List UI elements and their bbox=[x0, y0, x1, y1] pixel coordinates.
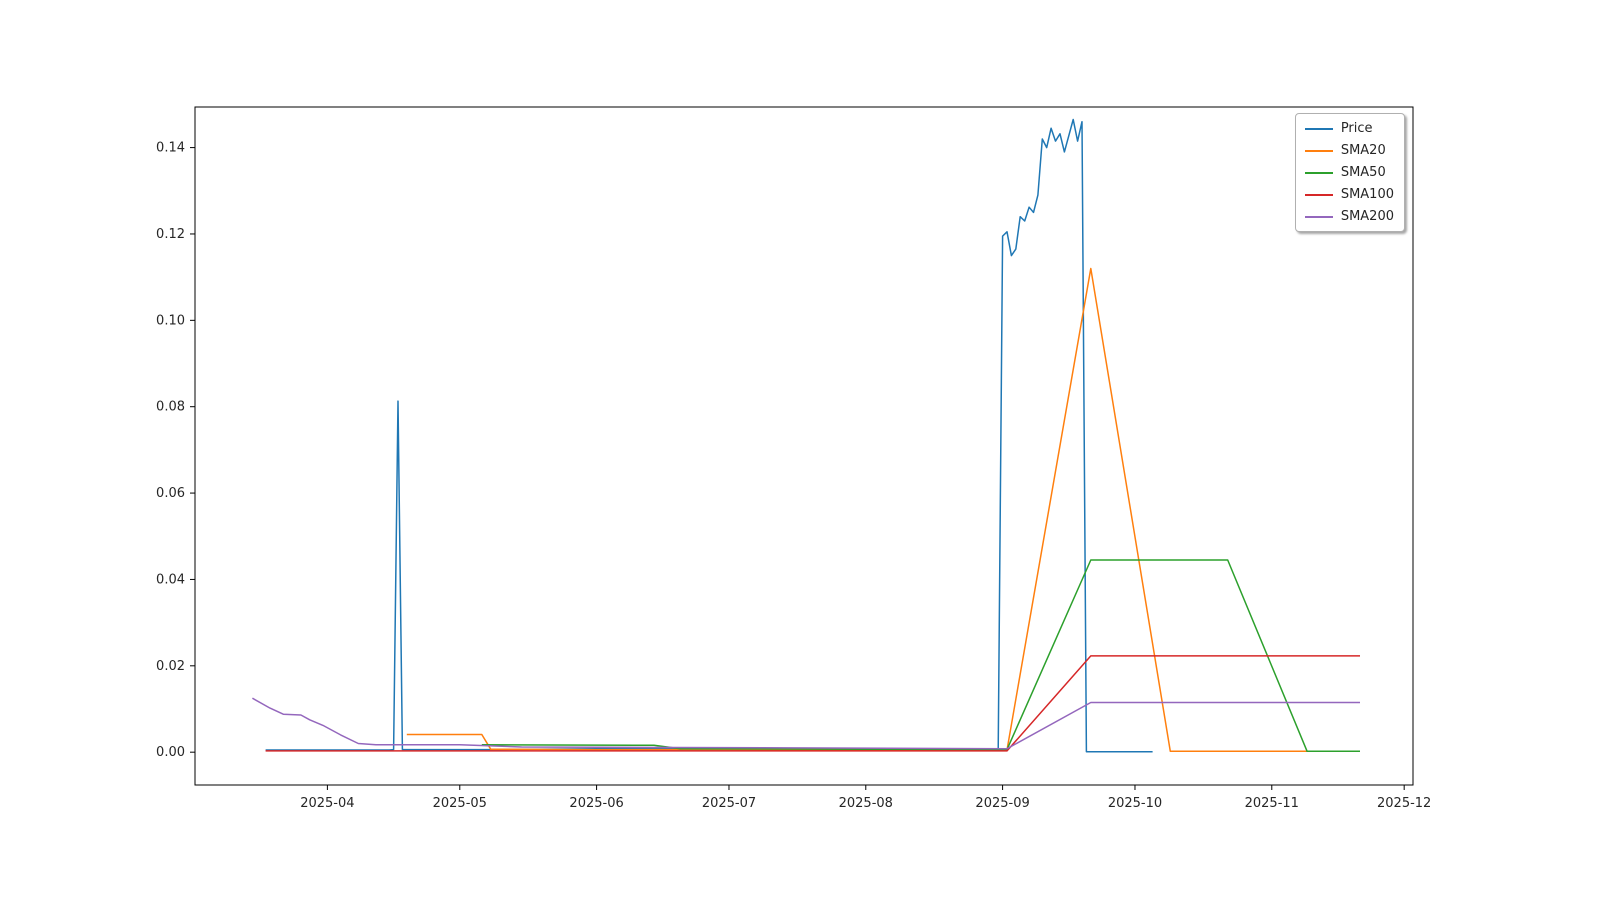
y-tick-label: 0.08 bbox=[156, 400, 185, 415]
x-tick-label: 2025-08 bbox=[839, 796, 893, 811]
legend-item-sma50: SMA50 bbox=[1304, 165, 1394, 180]
y-tick-label: 0.00 bbox=[156, 745, 185, 760]
chart-legend: Price SMA20 SMA50 SMA100 SMA200 bbox=[1294, 113, 1405, 232]
y-tick-label: 0.02 bbox=[156, 659, 185, 674]
legend-item-sma20: SMA20 bbox=[1304, 143, 1394, 158]
axes-box bbox=[194, 106, 1414, 786]
legend-line-icon bbox=[1304, 149, 1333, 152]
y-tick-label: 0.14 bbox=[156, 141, 185, 156]
legend-label: SMA50 bbox=[1340, 165, 1386, 180]
y-tick-label: 0.12 bbox=[156, 227, 185, 242]
x-tick-label: 2025-06 bbox=[569, 796, 623, 811]
x-tick-label: 2025-07 bbox=[702, 796, 756, 811]
y-tick-label: 0.06 bbox=[156, 486, 185, 501]
x-tick-label: 2025-10 bbox=[1108, 796, 1162, 811]
series-line-sma20 bbox=[406, 267, 1360, 753]
legend-line-icon bbox=[1304, 127, 1333, 130]
legend-line-icon bbox=[1304, 171, 1333, 174]
legend-item-price: Price bbox=[1304, 121, 1394, 136]
series-line-sma100 bbox=[265, 655, 1360, 752]
x-tick-label: 2025-12 bbox=[1377, 796, 1431, 811]
x-tick-label: 2025-04 bbox=[300, 796, 354, 811]
x-tick-label: 2025-11 bbox=[1245, 796, 1299, 811]
x-tick-label: 2025-05 bbox=[433, 796, 487, 811]
series-line-sma200 bbox=[252, 697, 1360, 750]
legend-label: SMA20 bbox=[1340, 143, 1386, 158]
legend-label: SMA200 bbox=[1340, 209, 1394, 224]
legend-label: SMA100 bbox=[1340, 187, 1394, 202]
legend-line-icon bbox=[1304, 193, 1333, 196]
legend-label: Price bbox=[1340, 121, 1373, 136]
legend-item-sma100: SMA100 bbox=[1304, 187, 1394, 202]
y-tick-label: 0.10 bbox=[156, 313, 185, 328]
x-tick-label: 2025-09 bbox=[975, 796, 1029, 811]
legend-item-sma200: SMA200 bbox=[1304, 209, 1394, 224]
series-line-sma50 bbox=[481, 559, 1360, 753]
y-tick-label: 0.04 bbox=[156, 572, 185, 587]
series-line-price bbox=[265, 118, 1153, 753]
legend-line-icon bbox=[1304, 215, 1333, 218]
